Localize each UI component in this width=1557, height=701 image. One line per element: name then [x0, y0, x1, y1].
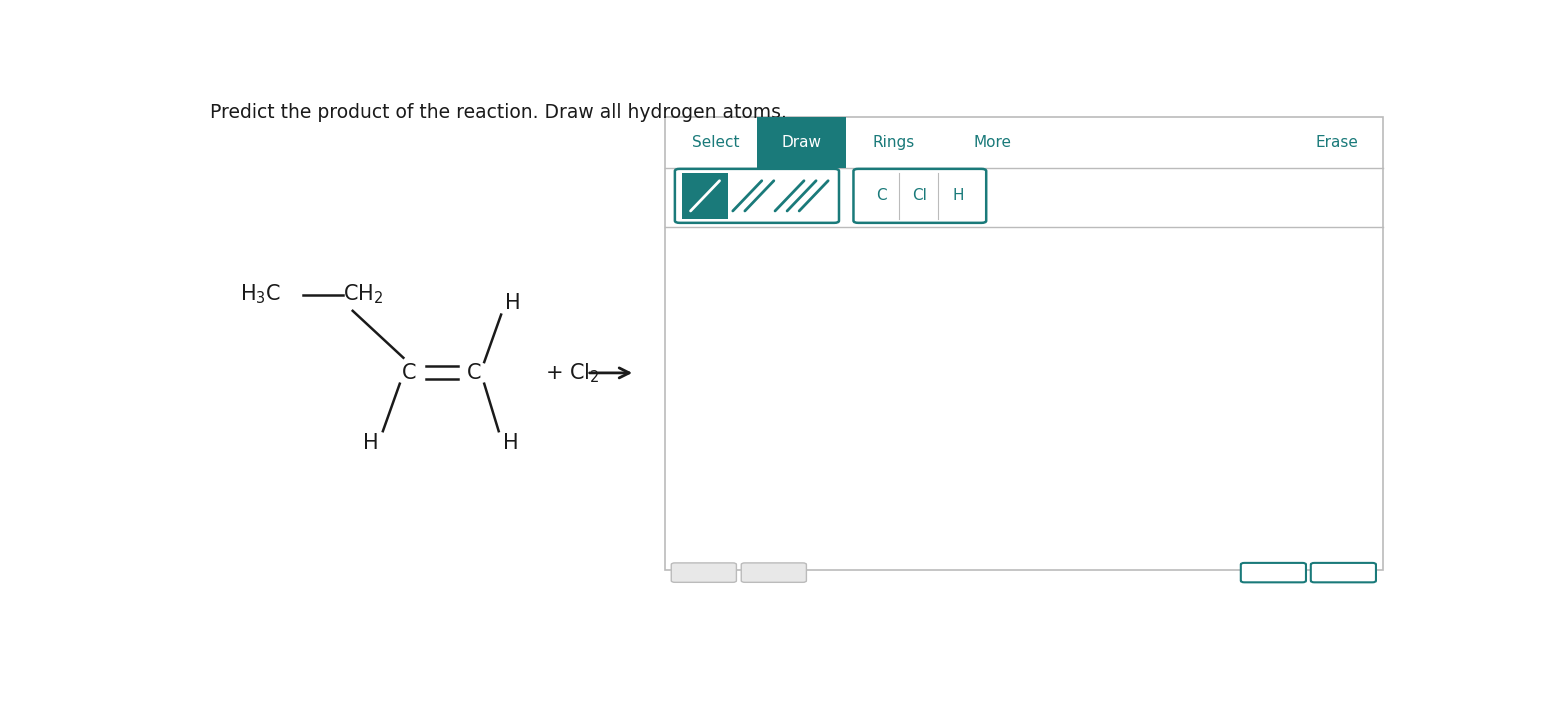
FancyBboxPatch shape [1241, 563, 1306, 583]
Text: Rings: Rings [872, 135, 914, 149]
Text: Predict the product of the reaction. Draw all hydrogen atoms.: Predict the product of the reaction. Dra… [210, 103, 788, 122]
Text: H: H [953, 189, 964, 203]
Text: More: More [973, 135, 1010, 149]
FancyBboxPatch shape [741, 563, 807, 583]
FancyBboxPatch shape [671, 563, 736, 583]
FancyBboxPatch shape [1311, 563, 1376, 583]
Text: CH$_2$: CH$_2$ [343, 283, 383, 306]
Bar [778, 172, 825, 219]
Bar [730, 172, 777, 219]
Bar [682, 172, 729, 219]
Text: Draw: Draw [782, 135, 822, 149]
FancyBboxPatch shape [665, 116, 1383, 570]
Text: H: H [503, 433, 518, 453]
Text: C: C [467, 363, 481, 383]
Text: + Cl$_2$: + Cl$_2$ [545, 361, 599, 385]
FancyBboxPatch shape [757, 116, 847, 168]
Text: C: C [877, 189, 886, 203]
FancyBboxPatch shape [674, 169, 839, 223]
Text: Erase: Erase [1316, 135, 1359, 149]
Text: H: H [363, 433, 378, 453]
FancyBboxPatch shape [853, 169, 986, 223]
Text: Select: Select [693, 135, 740, 149]
Text: H: H [506, 293, 522, 313]
Text: H$_3$C: H$_3$C [240, 283, 282, 306]
Text: C: C [402, 363, 417, 383]
Text: Cl: Cl [912, 189, 928, 203]
